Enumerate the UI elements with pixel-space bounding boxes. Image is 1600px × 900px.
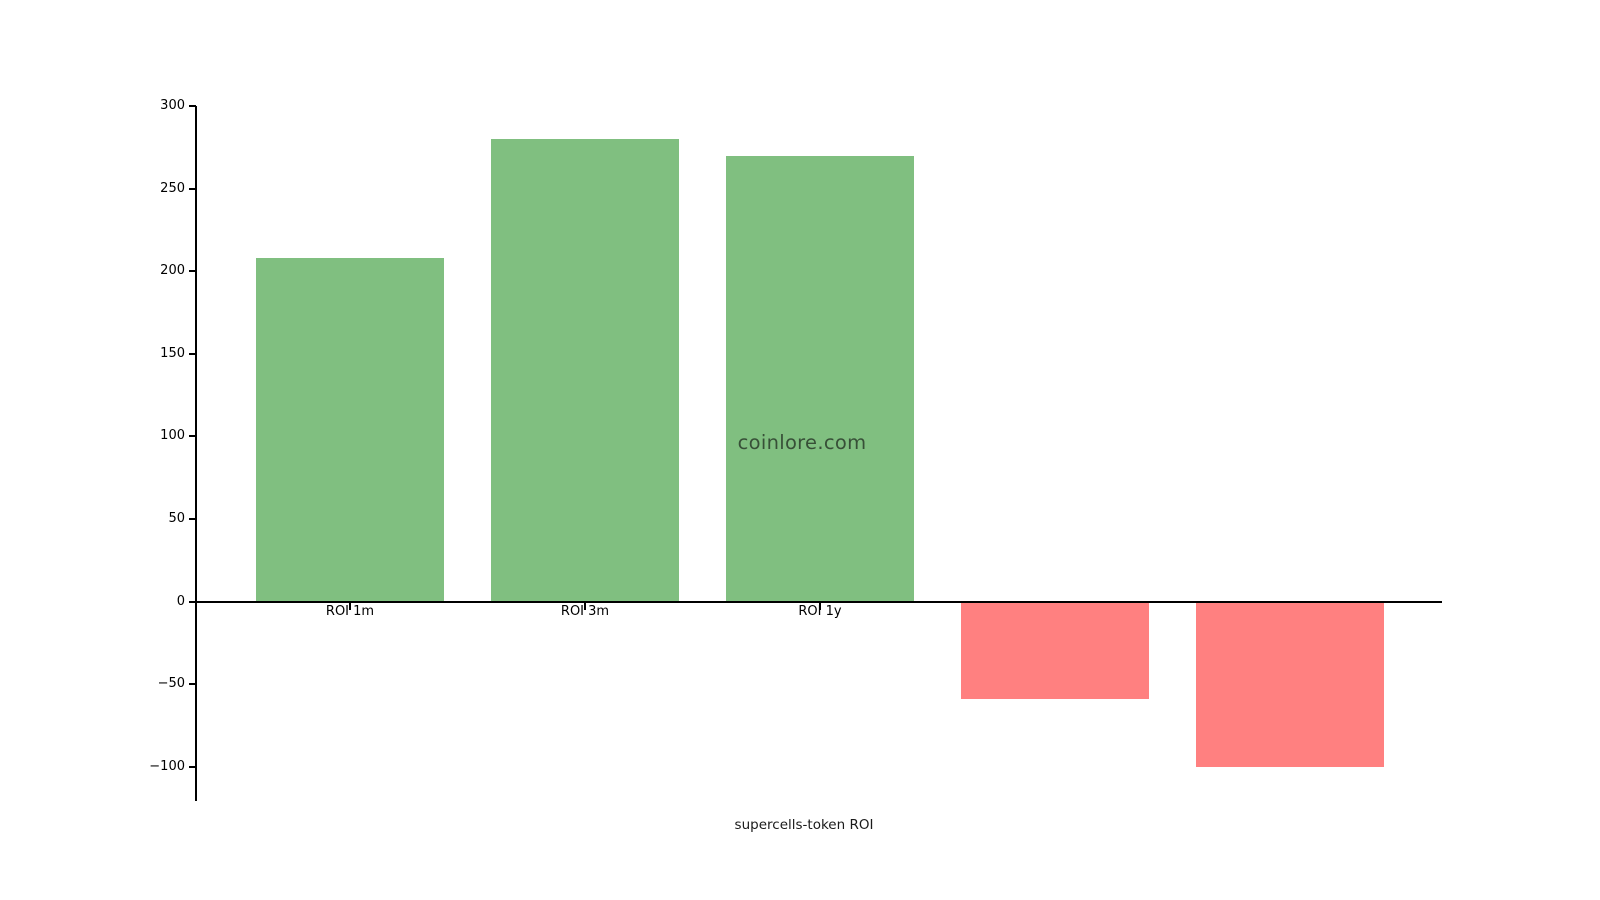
y-tick-label: 200 [160,263,185,279]
y-tick-label: 100 [160,428,185,444]
x-tick [349,602,351,610]
y-tick [189,765,196,768]
y-tick [189,518,196,521]
y-tick [189,683,196,686]
y-axis-spine [195,106,197,801]
bar-roi-1y [726,155,914,602]
x-tick [819,602,821,610]
y-tick-label: 250 [160,180,185,196]
y-tick [189,187,196,190]
y-tick [189,600,196,603]
y-tick [189,270,196,273]
bar-roi-3m [491,139,679,602]
y-tick-label: −50 [157,676,185,692]
x-tick-label-roi-1m: ROI 1m [325,603,375,619]
y-tick [189,105,196,107]
y-tick-label: 150 [160,345,185,361]
x-tick-label-roi-3m: ROI 3m [560,603,610,619]
bar-4 [961,601,1149,700]
y-tick-label: 0 [176,593,185,609]
bar-5 [1196,601,1384,767]
y-tick-label: −100 [149,758,185,774]
watermark-text: coinlore.com [737,431,867,454]
y-tick-label: 50 [168,511,185,527]
x-tick [584,602,586,610]
y-tick-label: 300 [160,98,185,113]
chart-title: supercells-token ROI [734,817,874,833]
y-tick [189,352,196,355]
bar-roi-1m [256,258,444,602]
x-tick-label-roi-1y: ROI 1y [798,603,842,619]
y-tick [189,435,196,438]
x-axis-spine [195,601,1442,603]
